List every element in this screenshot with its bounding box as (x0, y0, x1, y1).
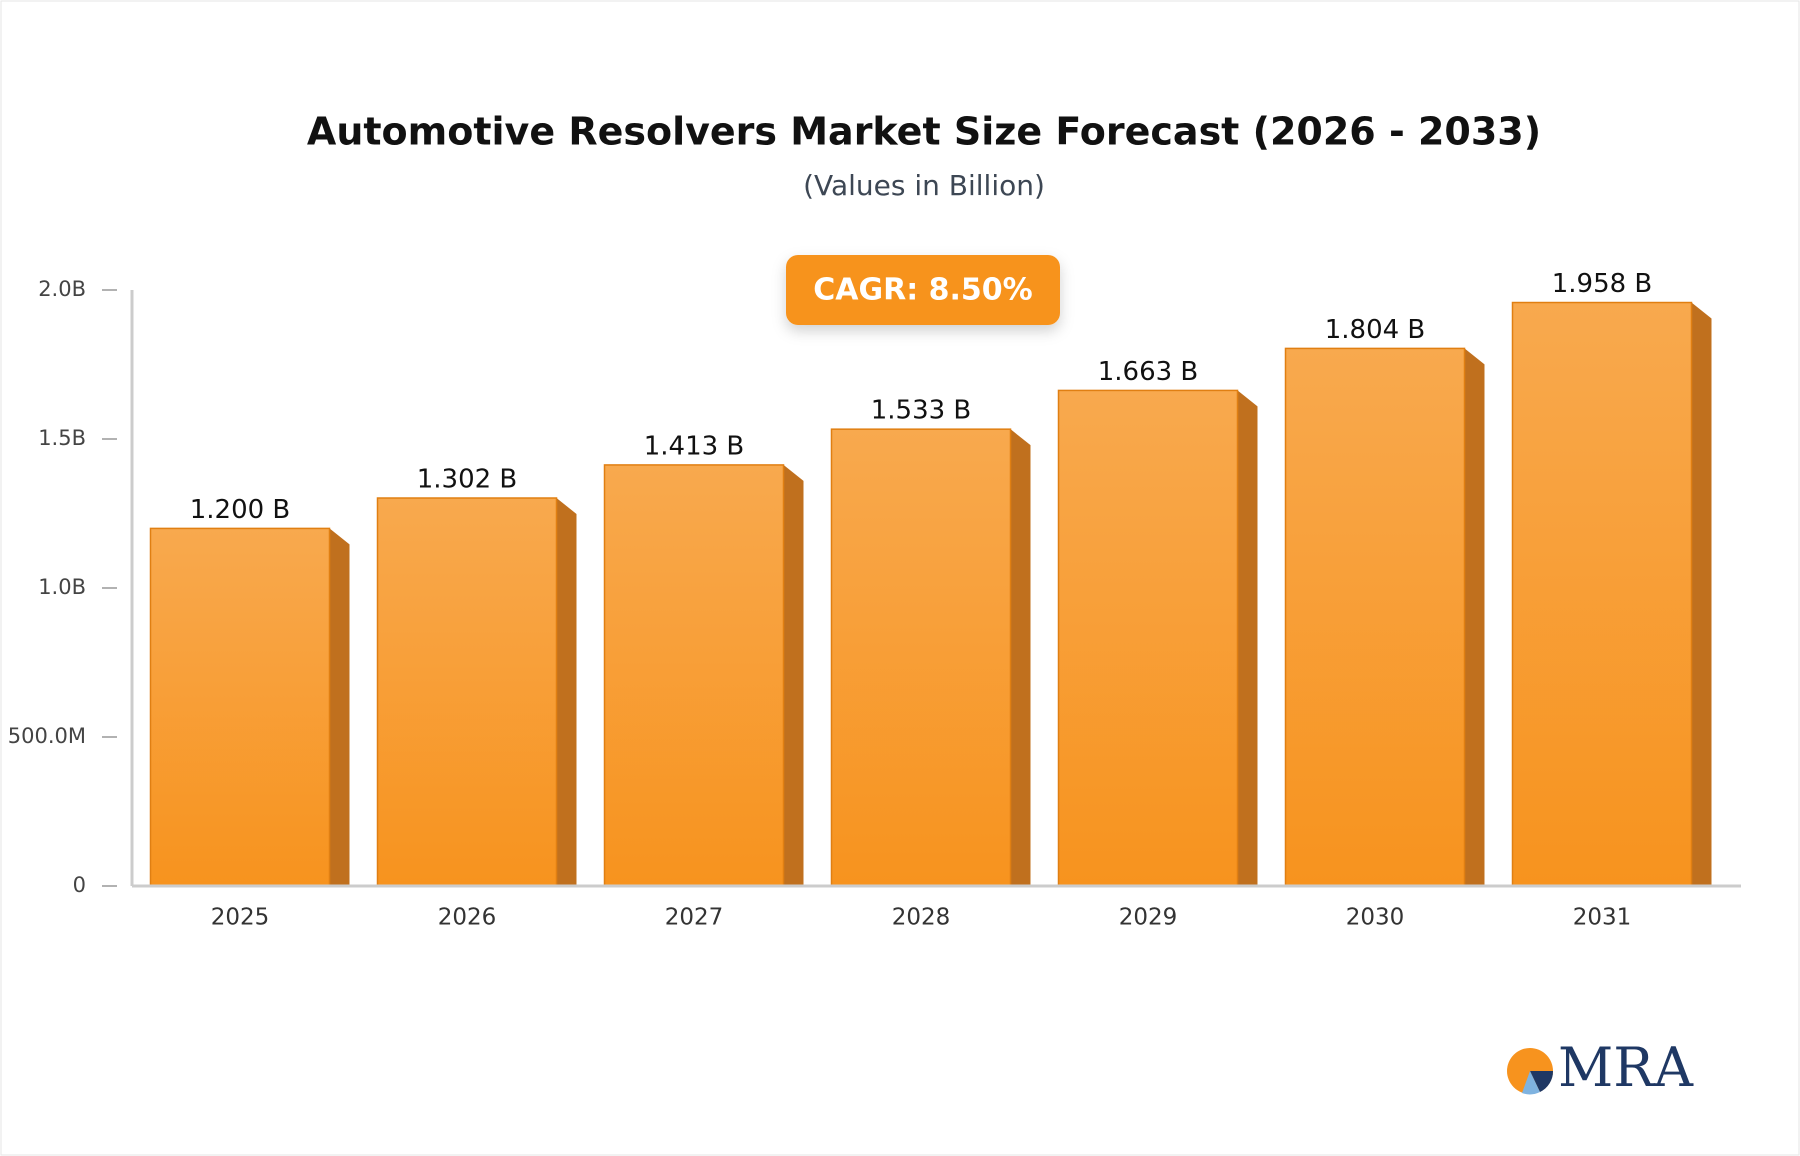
value-label: 1.200 B (190, 495, 291, 525)
bar-side (783, 464, 804, 886)
bar-side (1691, 302, 1712, 886)
bar (1057, 389, 1239, 887)
cagr-text: CAGR: 8.50% (813, 273, 1032, 308)
y-tick-label: 500.0M (8, 724, 86, 748)
value-label: 1.413 B (644, 431, 745, 461)
bar (376, 497, 558, 887)
chart-subtitle: (Values in Billion) (803, 169, 1045, 202)
x-tick-label: 2030 (1346, 905, 1405, 931)
x-tick-label: 2028 (892, 905, 951, 931)
bar-side (1237, 390, 1258, 886)
x-tick-label: 2026 (438, 905, 497, 931)
bar (603, 464, 785, 887)
y-tick-label: 0 (73, 873, 86, 897)
x-tick-label: 2029 (1119, 905, 1178, 931)
y-tick-label: 1.0B (38, 575, 86, 599)
logo-slice (1522, 1071, 1540, 1095)
chart-title: Automotive Resolvers Market Size Forecas… (307, 110, 1541, 154)
bar-side (1010, 429, 1031, 886)
logo-text: MRA (1558, 1036, 1694, 1099)
bar (1511, 301, 1693, 887)
bar (830, 428, 1012, 887)
value-label: 1.958 B (1552, 269, 1653, 299)
x-tick-label: 2027 (665, 905, 724, 931)
bar (1284, 347, 1466, 887)
logo-slice (1530, 1071, 1554, 1092)
x-tick-label: 2031 (1573, 905, 1632, 931)
cagr-badge (786, 255, 1060, 325)
value-label: 1.804 B (1325, 315, 1426, 345)
value-label: 1.533 B (871, 396, 972, 426)
logo: MRA (1507, 1036, 1694, 1099)
y-tick-label: 1.5B (38, 426, 86, 450)
x-tick-label: 2025 (211, 905, 270, 931)
value-label: 1.663 B (1098, 357, 1199, 387)
bar (149, 527, 331, 887)
plot: 0 500.0M 1.0B 1.5B 2.0B 1.200 B 2025 1.302 B 202… (8, 269, 1741, 931)
bar-side (1464, 348, 1485, 887)
bar-side (329, 528, 350, 886)
value-label: 1.302 B (417, 465, 518, 495)
bar-side (556, 498, 577, 886)
y-tick-label: 2.0B (38, 277, 86, 301)
